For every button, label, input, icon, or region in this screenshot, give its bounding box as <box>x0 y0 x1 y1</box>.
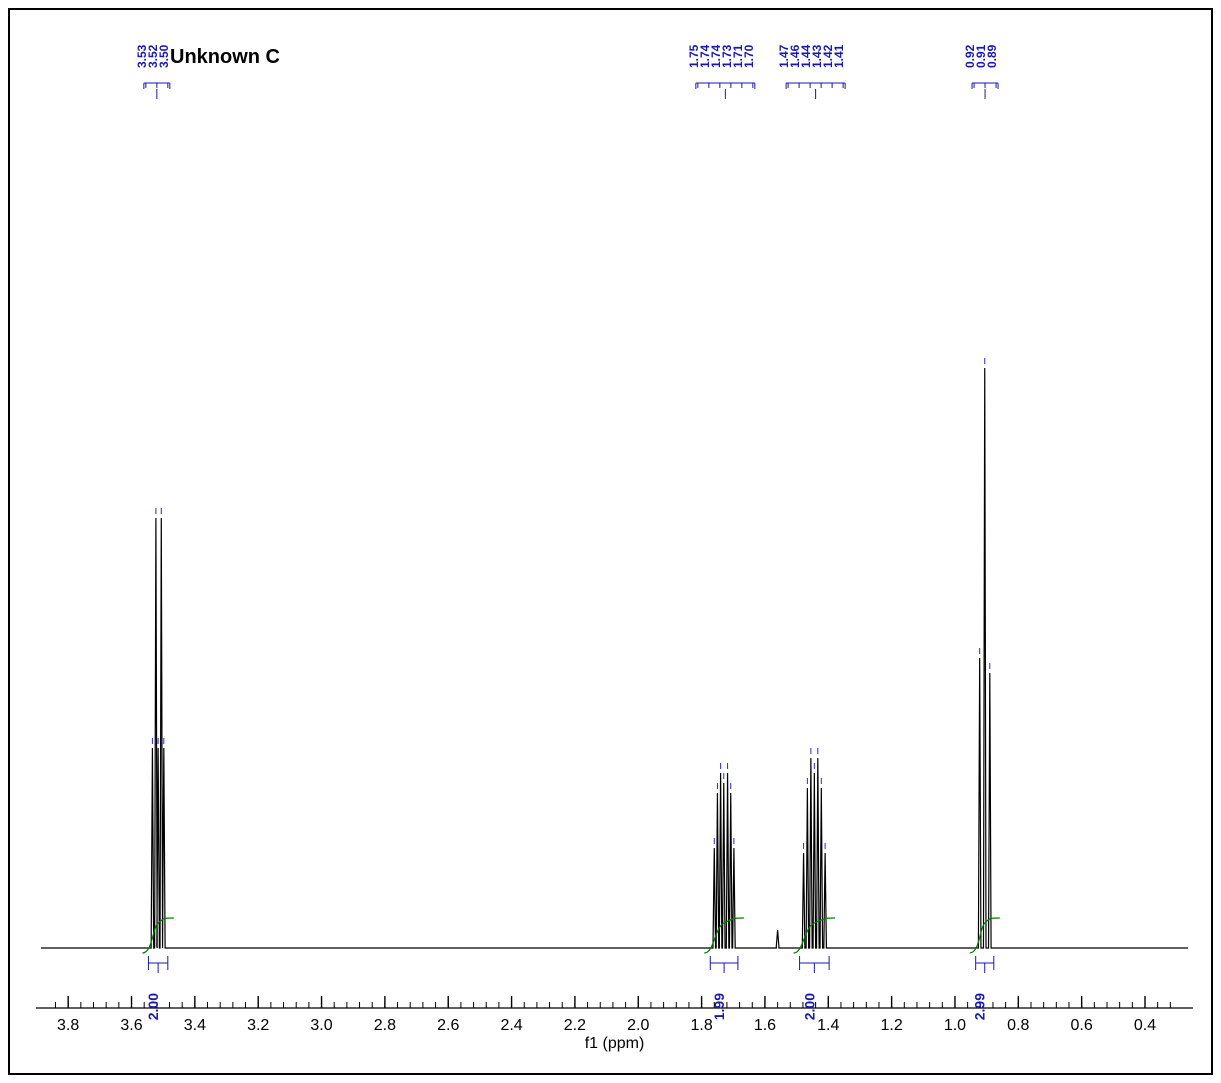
x-tick-label: 0.6 <box>1071 1017 1093 1034</box>
peak-bracket <box>786 83 845 99</box>
peak-ppm-label: 1.70 <box>742 44 756 68</box>
x-tick-label: 3.2 <box>247 1017 269 1034</box>
x-tick-label: 3.8 <box>57 1017 79 1034</box>
peak-ppm-label: 0.89 <box>985 44 999 68</box>
x-tick-label: 0.8 <box>1007 1017 1029 1034</box>
x-tick-label: 2.2 <box>564 1017 586 1034</box>
nmr-spectrum-frame: Unknown C 3.83.63.43.23.02.82.62.42.22.0… <box>0 0 1221 1083</box>
x-tick-label: 1.8 <box>690 1017 712 1034</box>
integral-value: 2.99 <box>972 993 988 1020</box>
integral-bracket <box>976 956 994 973</box>
integral-value: 2.00 <box>801 993 817 1020</box>
x-tick-label: 2.6 <box>437 1017 459 1034</box>
x-tick-label: 1.4 <box>817 1017 839 1034</box>
x-tick-label: 1.2 <box>880 1017 902 1034</box>
integral-bracket <box>148 956 167 973</box>
integral-bracket <box>710 956 738 973</box>
x-tick-label: 3.6 <box>120 1017 142 1034</box>
x-tick-label: 2.8 <box>374 1017 396 1034</box>
x-tick-label: 1.6 <box>754 1017 776 1034</box>
x-tick-label: 2.4 <box>500 1017 522 1034</box>
x-tick-label: 3.4 <box>184 1017 206 1034</box>
integral-value: 2.00 <box>145 993 161 1020</box>
peak-bracket <box>144 83 170 99</box>
x-tick-label: 3.0 <box>310 1017 332 1034</box>
integral-bracket <box>800 956 830 973</box>
peak-bracket <box>696 83 755 99</box>
spectrum-trace <box>41 368 1188 948</box>
nmr-plot-svg: 3.83.63.43.23.02.82.62.42.22.01.81.61.41… <box>8 8 1213 1075</box>
peak-ppm-label: 3.50 <box>157 44 171 68</box>
x-tick-label: 2.0 <box>627 1017 649 1034</box>
peak-bracket <box>972 83 998 99</box>
x-axis-label: f1 (ppm) <box>585 1035 645 1052</box>
x-tick-label: 0.4 <box>1134 1017 1156 1034</box>
peak-ppm-label: 1.41 <box>832 44 846 68</box>
x-tick-label: 1.0 <box>944 1017 966 1034</box>
integral-value: 1.99 <box>711 993 727 1020</box>
